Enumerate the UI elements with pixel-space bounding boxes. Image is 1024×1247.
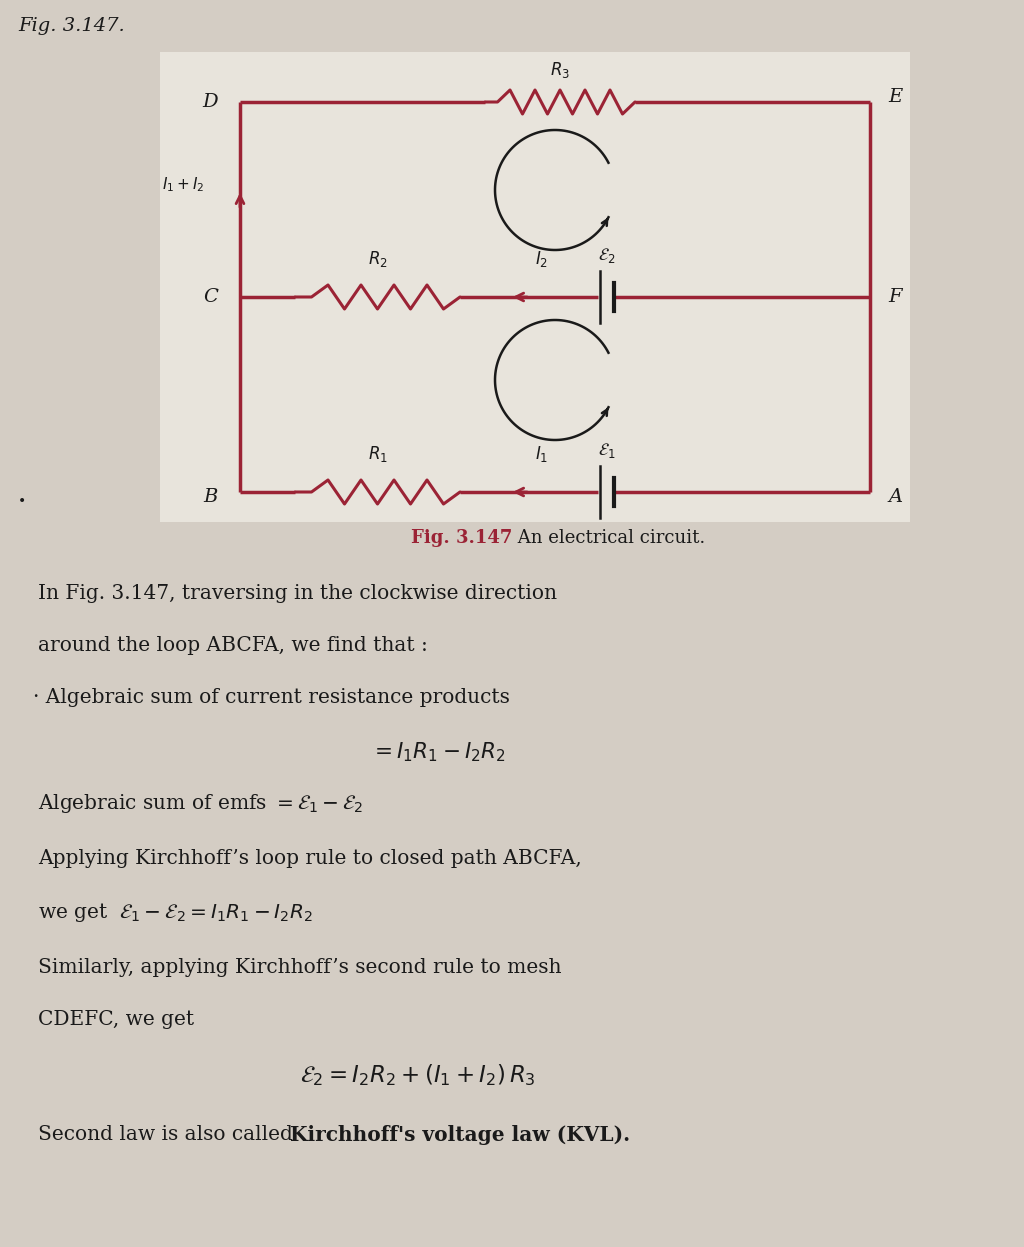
- Text: $\mathcal{E}_1$: $\mathcal{E}_1$: [598, 441, 615, 460]
- Text: •: •: [18, 494, 27, 508]
- Text: Second law is also called: Second law is also called: [38, 1125, 299, 1143]
- Text: $R_2$: $R_2$: [368, 249, 387, 269]
- Text: $I_1$: $I_1$: [535, 444, 548, 464]
- Text: A: A: [888, 488, 902, 506]
- Text: D: D: [203, 94, 218, 111]
- Text: E: E: [888, 89, 902, 106]
- Text: $\mathcal{E}_2$: $\mathcal{E}_2$: [598, 246, 615, 266]
- Text: Applying Kirchhoff’s loop rule to closed path ABCFA,: Applying Kirchhoff’s loop rule to closed…: [38, 849, 582, 868]
- Text: $I_1+I_2$: $I_1+I_2$: [163, 176, 205, 195]
- Text: In Fig. 3.147, traversing in the clockwise direction: In Fig. 3.147, traversing in the clockwi…: [38, 584, 557, 604]
- Text: $\mathcal{E}_2 = I_2R_2 + (I_1 + I_2)\, R_3$: $\mathcal{E}_2 = I_2R_2 + (I_1 + I_2)\, …: [300, 1062, 536, 1089]
- Text: An electrical circuit.: An electrical circuit.: [512, 529, 706, 547]
- Text: · Algebraic sum of current resistance products: · Algebraic sum of current resistance pr…: [33, 688, 510, 707]
- Text: Fig. 3.147.: Fig. 3.147.: [18, 17, 125, 35]
- Text: $I_2$: $I_2$: [535, 249, 548, 269]
- Text: $= I_1R_1 - I_2R_2$: $= I_1R_1 - I_2R_2$: [370, 739, 506, 763]
- Text: F: F: [888, 288, 901, 306]
- Text: Fig. 3.147: Fig. 3.147: [411, 529, 512, 547]
- Text: Similarly, applying Kirchhoff’s second rule to mesh: Similarly, applying Kirchhoff’s second r…: [38, 959, 561, 978]
- Text: $R_3$: $R_3$: [550, 60, 570, 80]
- Text: Algebraic sum of emfs $= \mathcal{E}_1 - \mathcal{E}_2$: Algebraic sum of emfs $= \mathcal{E}_1 -…: [38, 792, 364, 816]
- Text: C: C: [203, 288, 218, 306]
- Bar: [160, 52, 910, 522]
- Text: CDEFC, we get: CDEFC, we get: [38, 1010, 195, 1030]
- Text: around the loop ABCFA, we find that :: around the loop ABCFA, we find that :: [38, 636, 428, 655]
- Text: we get  $\mathcal{E}_1 - \mathcal{E}_2 = I_1R_1 - I_2R_2$: we get $\mathcal{E}_1 - \mathcal{E}_2 = …: [38, 902, 313, 924]
- Text: Kirchhoff's voltage law (KVL).: Kirchhoff's voltage law (KVL).: [290, 1125, 630, 1145]
- Text: $R_1$: $R_1$: [368, 444, 387, 464]
- Text: B: B: [204, 488, 218, 506]
